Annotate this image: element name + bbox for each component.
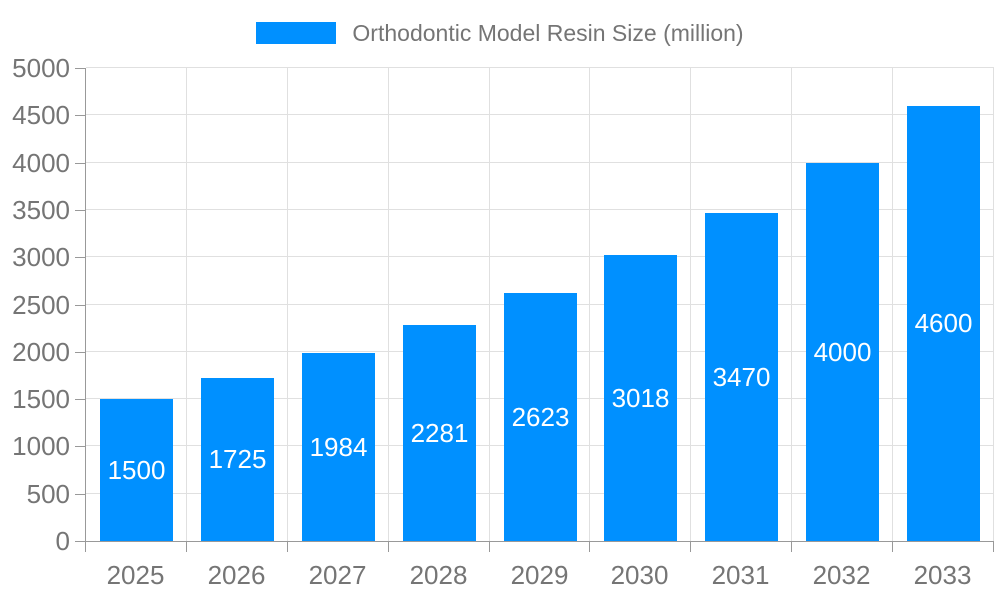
y-axis-tick [75,304,85,306]
y-axis-label: 4500 [12,100,70,131]
vertical-gridline [791,68,792,541]
vertical-gridline [892,68,893,541]
y-axis-tick [75,399,85,401]
y-axis-tick [75,209,85,211]
horizontal-gridline [86,256,994,258]
bar-value-label: 3018 [611,382,670,413]
bar-value-label: 4600 [914,308,973,338]
y-axis-tick [75,446,85,448]
bar-value-label: 2623 [511,401,570,432]
y-axis-label: 4000 [12,147,70,178]
bar-value-label: 2281 [410,417,469,448]
y-axis-tick [75,68,85,69]
y-axis-label: 5000 [12,53,70,83]
bar[interactable]: 3018 [604,255,677,541]
x-axis-tick [489,542,490,552]
x-axis-tick [186,542,187,552]
vertical-gridline [993,68,994,541]
vertical-gridline [186,68,187,541]
x-axis-label: 2033 [913,560,972,590]
y-axis-label: 0 [55,526,70,556]
bar[interactable]: 1984 [302,353,375,541]
vertical-gridline [388,68,389,541]
legend-label: Orthodontic Model Resin Size (million) [352,20,744,46]
bar[interactable]: 1725 [201,378,274,541]
bar[interactable]: 1500 [100,399,173,541]
legend-swatch[interactable] [256,22,337,44]
bar-value-label: 3470 [712,361,771,392]
horizontal-gridline [86,161,994,163]
x-axis-label: 2031 [711,560,770,590]
x-axis-label: 2027 [308,560,367,590]
x-axis-label: 2028 [409,560,468,590]
x-axis-label: 2025 [106,560,165,590]
bar-value-label: 1984 [309,431,368,462]
y-axis-label: 1000 [12,431,70,462]
x-axis-tick [690,542,691,552]
y-axis-tick [75,493,85,495]
bar[interactable]: 2623 [504,293,577,541]
bar[interactable]: 3470 [705,213,778,541]
x-axis-tick [791,542,792,552]
y-axis-label: 2000 [12,336,70,367]
y-axis-tick [75,541,85,542]
vertical-gridline [690,68,691,541]
bar-value-label: 4000 [813,336,872,367]
y-axis-tick [75,115,85,117]
bar[interactable]: 4600 [907,106,980,541]
horizontal-gridline [86,67,994,68]
x-axis-tick [287,542,288,552]
y-axis-label: 500 [26,478,70,509]
legend-item[interactable]: Orthodontic Model Resin Size (million) [0,20,1000,46]
bar-value-label: 1725 [208,444,267,474]
x-axis-tick [589,542,590,552]
horizontal-gridline [86,114,994,116]
x-axis-label: 2032 [812,560,871,590]
x-axis-tick [993,542,994,552]
y-axis-label: 3000 [12,242,70,273]
bar-value-label: 1500 [107,454,166,485]
vertical-gridline [589,68,590,541]
y-axis-label: 1500 [12,384,70,415]
vertical-gridline [489,68,490,541]
x-axis-tick [892,542,893,552]
x-axis-label: 2030 [610,560,669,590]
y-axis-tick [75,257,85,259]
horizontal-gridline [86,208,994,210]
y-axis-label: 3500 [12,194,70,225]
x-axis-label: 2026 [207,560,266,590]
y-axis-tick [75,351,85,353]
y-axis-label: 2500 [12,289,70,320]
vertical-gridline [287,68,288,541]
x-axis-tick [85,542,86,552]
plot-area: 1500 1725 1984 2281 2623 3018 3470 4000 4600 [85,67,994,542]
bar[interactable]: 2281 [403,325,476,541]
x-axis-tick [388,542,389,552]
x-axis-label: 2029 [510,560,569,590]
bar[interactable]: 4000 [806,163,879,541]
y-axis-tick [75,162,85,164]
